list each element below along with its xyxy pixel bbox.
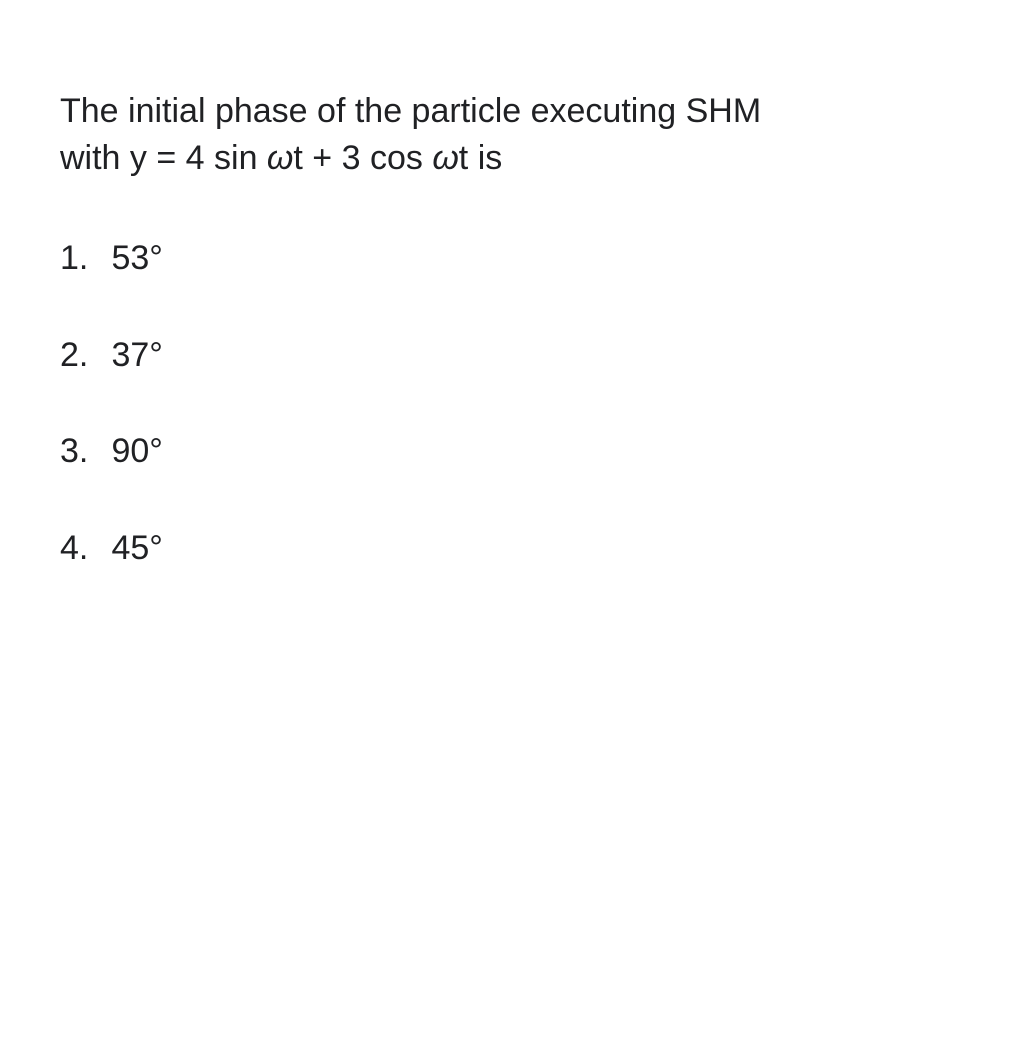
option-label: 45° [111,529,162,567]
question-line1: The initial phase of the particle execut… [60,92,761,130]
option-4[interactable]: 45° [60,528,964,569]
question-line2-suffix: t is [459,139,502,177]
question-line2-prefix: with y = 4 sin [60,139,267,177]
option-2[interactable]: 37° [60,335,964,376]
question-text: The initial phase of the particle execut… [60,88,940,182]
omega-symbol-1: ω [267,139,293,177]
question-line2-mid: t + 3 cos [293,139,432,177]
option-1[interactable]: 53° [60,238,964,279]
options-list: 53° 37° 90° 45° [60,238,964,569]
option-3[interactable]: 90° [60,431,964,472]
option-label: 53° [111,239,162,277]
option-label: 37° [111,336,162,374]
omega-symbol-2: ω [432,139,458,177]
option-label: 90° [111,432,162,470]
page: The initial phase of the particle execut… [0,0,1024,569]
